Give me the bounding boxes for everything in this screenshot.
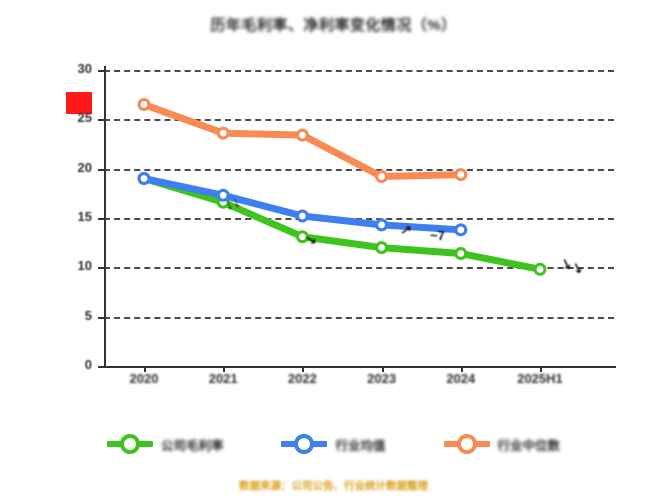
scribble-mark-3: ↗: [399, 221, 413, 239]
data-point-outer: [295, 209, 309, 223]
legend-label: 公司毛利率: [160, 438, 224, 453]
data-point-outer: [137, 172, 151, 186]
y-tick-mark: [98, 218, 105, 220]
data-point-outer: [454, 247, 468, 261]
y-tick-label: 5: [84, 307, 92, 323]
x-tick-label: 2023: [367, 371, 397, 386]
legend-item-2[interactable]: 行业中位数: [443, 434, 561, 454]
x-tick-mark: [223, 366, 226, 372]
y-tick-label: 30: [77, 61, 92, 76]
y-tick-label: 0: [84, 357, 92, 372]
data-point-outer: [454, 223, 468, 237]
series-line-2: [140, 101, 465, 181]
data-point-outer: [375, 170, 389, 184]
data-point-marker[interactable]: [299, 131, 306, 139]
scribble-mark-1: ↓↓: [222, 193, 243, 214]
data-point-marker[interactable]: [378, 173, 385, 180]
data-point-marker[interactable]: [457, 226, 465, 234]
legend-marker-icon: [443, 434, 490, 454]
chart-title: 历年毛利率、净利率变化情况（%）: [210, 17, 457, 34]
data-point-outer: [137, 172, 151, 186]
gridline: [104, 119, 614, 122]
gridline: [104, 218, 614, 220]
series-line-1: [140, 175, 465, 234]
x-axis-line: [104, 366, 616, 368]
legend-item-1[interactable]: 行业均值: [281, 434, 386, 454]
y-axis-line: [104, 66, 106, 368]
y-tick-mark: [98, 119, 105, 122]
x-tick-label: 2022: [287, 371, 317, 386]
data-point-marker[interactable]: [378, 244, 385, 252]
chart-legend: 公司毛利率 行业均值 行业中位数: [0, 434, 667, 454]
data-point-outer: [137, 98, 151, 112]
legend-dot-icon: [294, 434, 315, 454]
legend-marker-icon: [281, 434, 328, 454]
scribble-mark-4: ~7: [430, 228, 445, 243]
y-tick-mark: [98, 267, 105, 270]
x-tick-mark: [460, 366, 463, 372]
data-point-outer: [216, 126, 230, 140]
scribble-mark-2: ↘: [303, 230, 319, 250]
x-tick-mark: [144, 366, 146, 372]
y-tick-label: 25: [77, 110, 92, 126]
redaction-block: [66, 92, 92, 114]
y-tick-mark: [98, 70, 105, 72]
x-tick-mark: [302, 366, 305, 372]
x-tick-mark: [381, 366, 384, 372]
y-tick-label: 10: [77, 258, 92, 274]
x-tick-label: 2021: [208, 371, 238, 386]
data-point-marker[interactable]: [457, 171, 465, 178]
data-point-marker[interactable]: [457, 250, 465, 257]
y-tick-mark: [98, 316, 105, 319]
y-tick-mark: [98, 168, 105, 171]
legend-dot-icon: [119, 434, 140, 454]
data-point-outer: [375, 218, 389, 232]
legend-marker-icon: [106, 434, 153, 454]
scribble-mark-5: ↘↘: [558, 254, 586, 278]
gridline: [104, 316, 614, 319]
y-tick-label: 20: [77, 159, 92, 175]
x-tick-label: 2024: [446, 371, 476, 386]
gridline: [104, 70, 614, 72]
x-tick-label: 2025H1: [517, 371, 563, 386]
x-tick-label: 2020: [129, 371, 159, 386]
data-point-outer: [295, 128, 309, 142]
data-point-marker[interactable]: [140, 175, 148, 182]
gridline: [104, 267, 614, 270]
source-note: 数据来源：公司公告、行业统计数据整理: [239, 480, 428, 492]
gridline: [104, 168, 614, 171]
legend-dot-icon: [456, 434, 477, 454]
x-tick-mark: [540, 366, 542, 372]
legend-label: 行业均值: [335, 438, 386, 453]
data-point-marker[interactable]: [140, 101, 148, 108]
data-point-marker[interactable]: [140, 175, 148, 182]
legend-item-0[interactable]: 公司毛利率: [106, 434, 224, 454]
data-point-marker[interactable]: [219, 129, 227, 137]
data-point-outer: [375, 241, 389, 255]
series-line-0: [140, 175, 544, 273]
data-point-marker[interactable]: [378, 221, 385, 229]
y-tick-label: 15: [77, 209, 92, 224]
y-tick-mark: [98, 366, 105, 368]
legend-label: 行业中位数: [497, 438, 561, 453]
